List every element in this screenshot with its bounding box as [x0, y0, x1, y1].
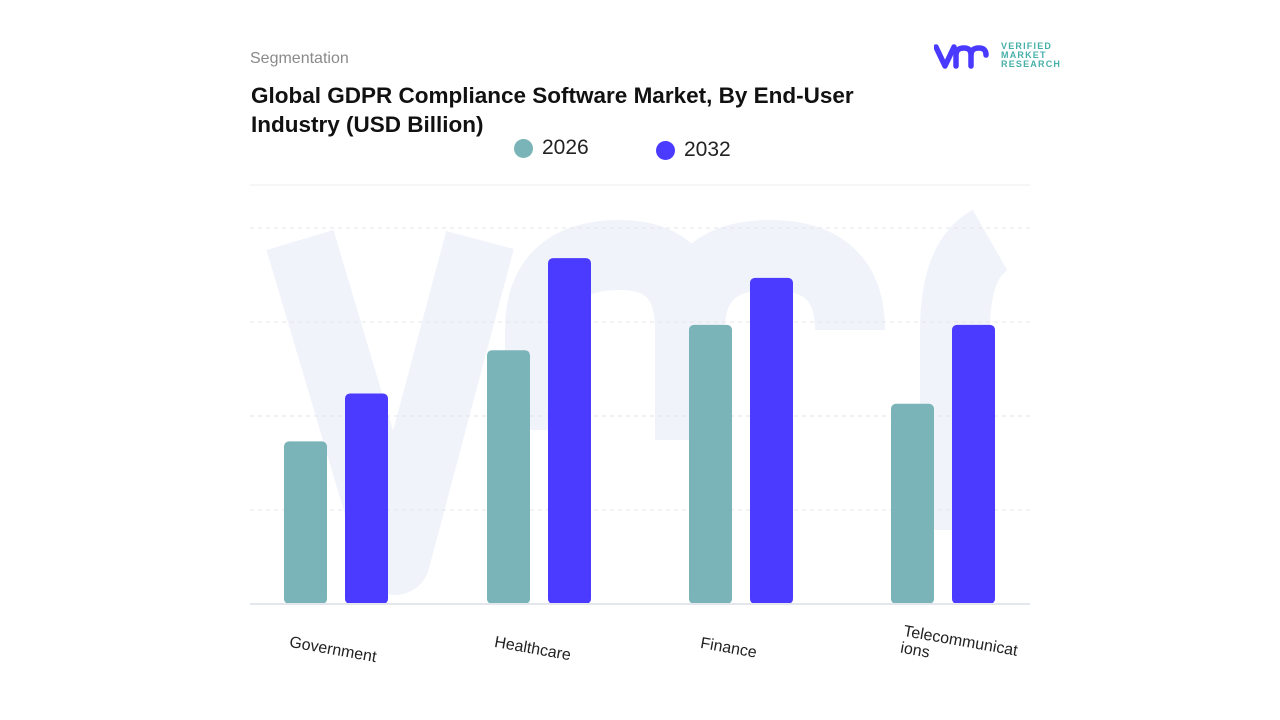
bar-2026-healthcare[interactable]	[487, 350, 530, 604]
bar-2032-government[interactable]	[345, 393, 388, 604]
legend-swatch-2032	[656, 140, 675, 160]
legend-swatch-2026	[514, 138, 533, 158]
bar-2032-healthcare[interactable]	[548, 258, 591, 604]
watermark	[266, 209, 1010, 595]
segment-label: Segmentation	[250, 50, 349, 67]
bar-2032-telecommunications[interactable]	[952, 324, 995, 604]
bar-2026-telecommunications[interactable]	[891, 403, 934, 604]
bar-2026-finance[interactable]	[689, 324, 732, 604]
bar-2026-government[interactable]	[284, 441, 327, 604]
legend-item-2032[interactable]: 2032	[656, 138, 731, 162]
legend-label-2032: 2032	[684, 138, 731, 161]
logo-text: VERIFIED MARKET RESEARCH	[1001, 41, 1062, 69]
logo: VERIFIED MARKET RESEARCH	[934, 42, 1061, 69]
chart-title: Global GDPR Compliance Software Market, …	[251, 83, 854, 137]
vmr-logo-icon	[934, 43, 989, 69]
legend-item-2026[interactable]: 2026	[514, 136, 589, 160]
legend-label-2026: 2026	[542, 136, 589, 159]
bar-2032-finance[interactable]	[750, 277, 793, 604]
